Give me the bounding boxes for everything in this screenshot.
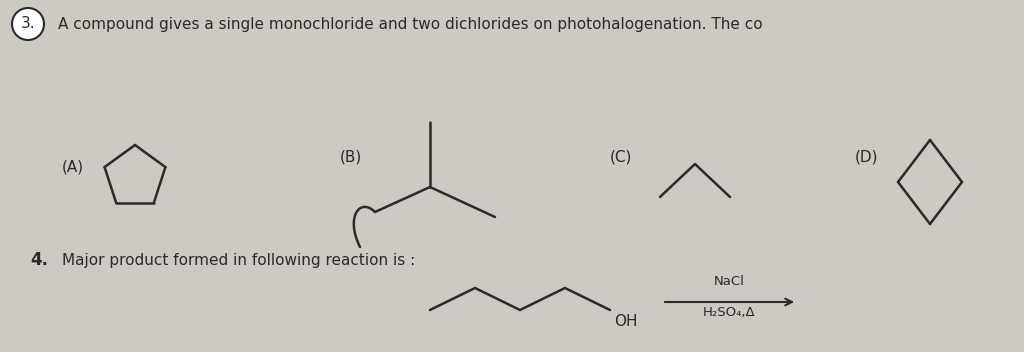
Text: (C): (C) <box>610 150 633 164</box>
Text: Major product formed in following reaction is :: Major product formed in following reacti… <box>62 252 416 268</box>
Text: OH: OH <box>614 314 638 329</box>
Text: 4.: 4. <box>30 251 48 269</box>
Text: H₂SO₄,Δ: H₂SO₄,Δ <box>703 306 756 319</box>
Text: NaCl: NaCl <box>714 275 744 288</box>
Text: (A): (A) <box>62 159 84 175</box>
Text: 3.: 3. <box>20 17 35 31</box>
Text: A compound gives a single monochloride and two dichlorides on photohalogenation.: A compound gives a single monochloride a… <box>58 17 763 31</box>
Text: (B): (B) <box>340 150 362 164</box>
Text: (D): (D) <box>855 150 879 164</box>
Circle shape <box>12 8 44 40</box>
